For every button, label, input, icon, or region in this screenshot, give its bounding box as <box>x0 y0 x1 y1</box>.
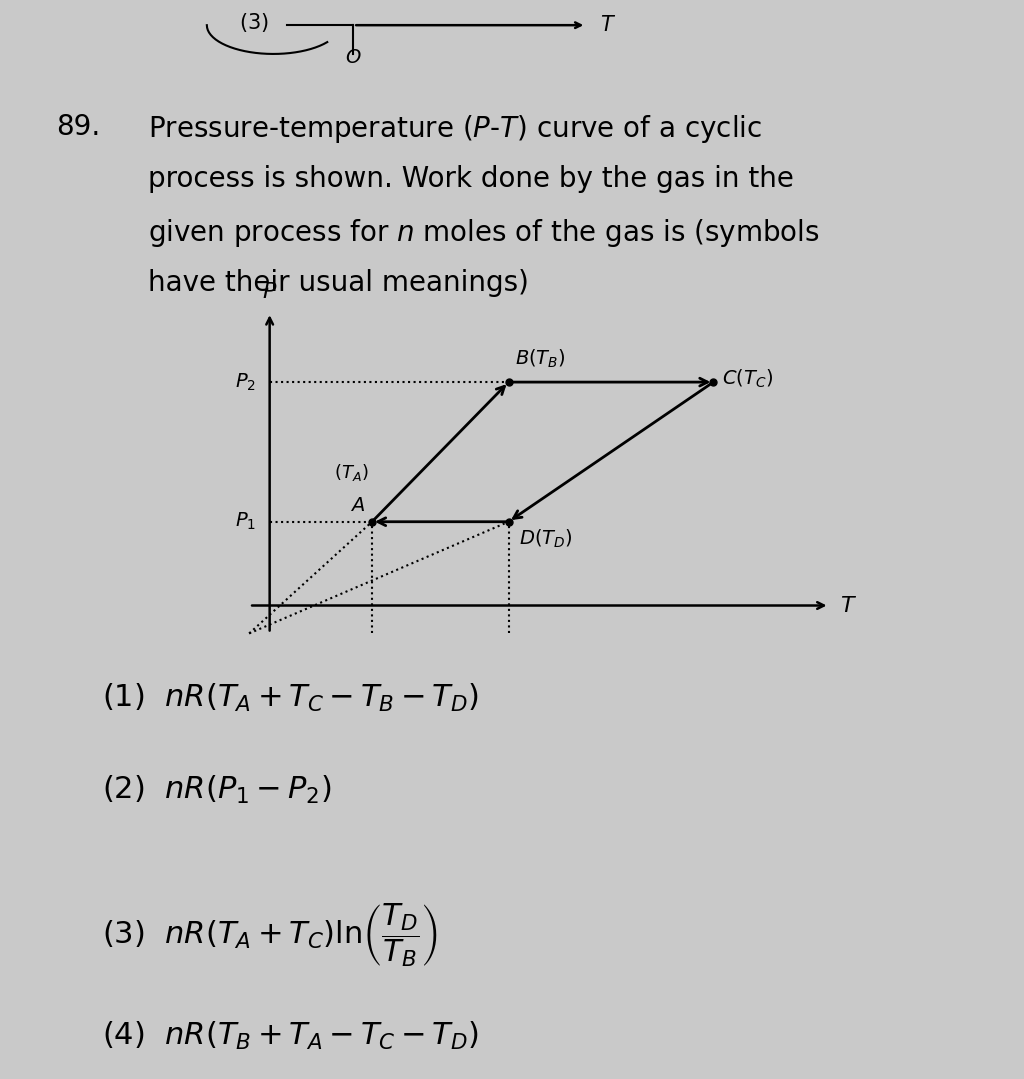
Text: (3)  $nR(T_A + T_C)\ln\!\left(\dfrac{T_D}{T_B}\right)$: (3) $nR(T_A + T_C)\ln\!\left(\dfrac{T_D}… <box>102 901 438 969</box>
Text: $(T_A)$: $(T_A)$ <box>334 462 369 483</box>
Text: 89.: 89. <box>56 113 100 141</box>
Text: $O$: $O$ <box>345 49 361 67</box>
Text: $T$: $T$ <box>840 596 857 615</box>
Text: $T$: $T$ <box>600 15 615 36</box>
Text: given process for $n$ moles of the gas is (symbols: given process for $n$ moles of the gas i… <box>148 217 820 249</box>
Text: Pressure-temperature ($P$-$T$) curve of a cyclic: Pressure-temperature ($P$-$T$) curve of … <box>148 113 763 146</box>
Text: $D(T_D)$: $D(T_D)$ <box>519 528 572 549</box>
Text: $(3)$: $(3)$ <box>239 11 268 33</box>
Text: $C(T_C)$: $C(T_C)$ <box>722 368 773 390</box>
Text: $P_1$: $P_1$ <box>234 511 256 532</box>
Text: have their usual meanings): have their usual meanings) <box>148 269 529 297</box>
Text: (4)  $nR(T_B + T_A - T_C - T_D)$: (4) $nR(T_B + T_A - T_C - T_D)$ <box>102 1020 479 1052</box>
Text: $P_2$: $P_2$ <box>234 371 256 393</box>
Text: process is shown. Work done by the gas in the: process is shown. Work done by the gas i… <box>148 165 795 193</box>
Text: $B(T_B)$: $B(T_B)$ <box>515 347 566 369</box>
Text: $P$: $P$ <box>262 282 278 302</box>
Text: (1)  $nR(T_A + T_C - T_B - T_D)$: (1) $nR(T_A + T_C - T_B - T_D)$ <box>102 682 479 714</box>
Text: (2)  $nR(P_1 - P_2)$: (2) $nR(P_1 - P_2)$ <box>102 774 332 806</box>
Text: $A$: $A$ <box>350 495 366 515</box>
